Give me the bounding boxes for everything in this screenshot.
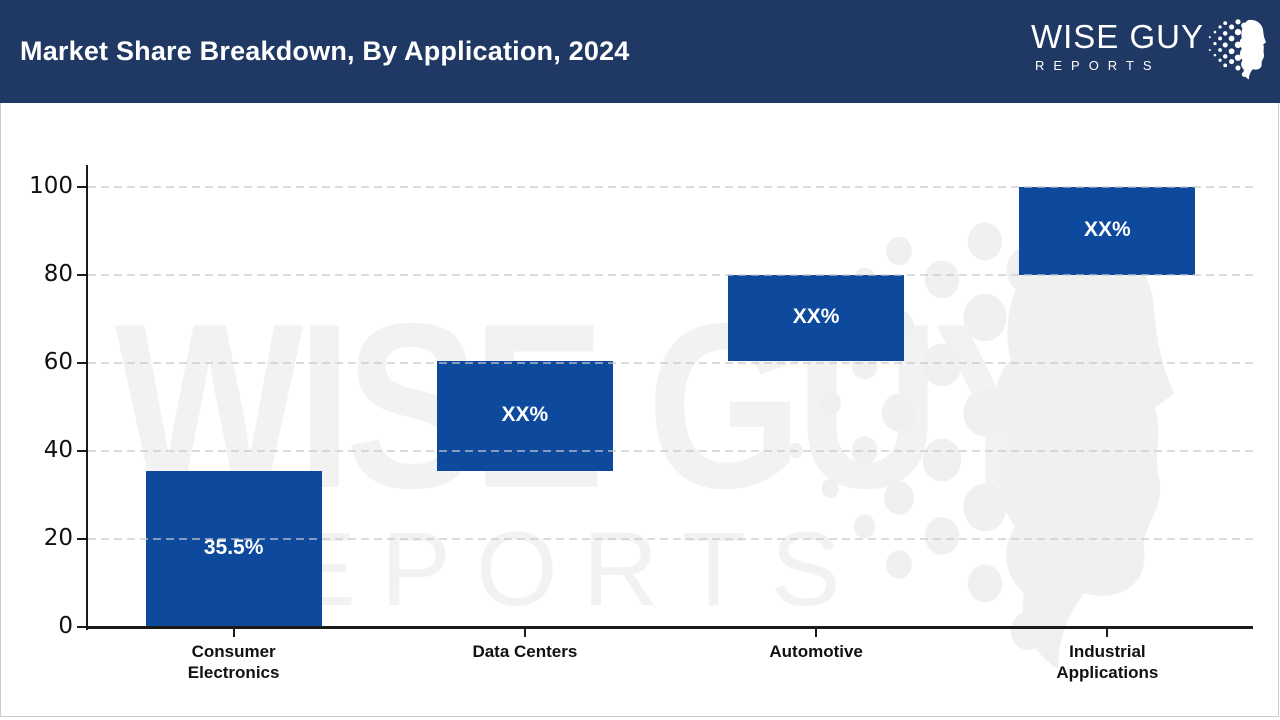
x-category-label: Data Centers <box>472 642 578 661</box>
y-tick-label: 60 <box>43 349 73 375</box>
gridline-y100 <box>88 186 1253 188</box>
x-category-label: Automotive <box>769 642 863 661</box>
brand-logo: WISE GUY REPORTS <box>1012 0 1272 103</box>
bar-automotive <box>728 275 905 361</box>
x-tick <box>523 629 526 637</box>
x-tick <box>815 629 818 637</box>
bar-data-centers <box>436 360 613 471</box>
brand-name: WISE GUY <box>1030 18 1204 55</box>
grid-layer <box>0 103 1280 720</box>
y-tick-label: 80 <box>43 261 73 287</box>
y-tick-label: 40 <box>43 437 73 463</box>
brand-wordmark: WISE GUY REPORTS <box>1031 18 1204 73</box>
y-tick <box>77 186 86 188</box>
axes-layer <box>0 103 1280 720</box>
y-tick-label: 20 <box>43 525 73 551</box>
bars-layer <box>0 103 1280 720</box>
x-tick <box>232 629 235 637</box>
y-tick-label: 0 <box>58 613 73 639</box>
gridline-y80 <box>88 274 1253 276</box>
chart-area: WISE GUY REPORTS 0 20 40 60 80 100 35.5% Consum… <box>0 103 1280 720</box>
x-category-label: Consumer Electronics <box>187 642 280 682</box>
brand-subname: REPORTS <box>1034 58 1161 73</box>
bar-value-label: XX% <box>501 402 549 426</box>
x-axis <box>86 626 1253 629</box>
page-title: Market Share Breakdown, By Application, … <box>20 36 630 66</box>
y-tick <box>77 274 86 276</box>
y-tick <box>77 450 86 452</box>
y-tick <box>77 362 86 364</box>
bar-value-label: 35.5% <box>203 535 264 559</box>
x-category-label: Industrial Applications <box>1056 642 1159 682</box>
x-tick <box>1106 629 1109 637</box>
header-bar: Market Share Breakdown, By Application, … <box>0 0 1280 103</box>
y-axis <box>86 165 88 630</box>
gridline-y20 <box>88 538 1253 540</box>
labels-layer: 0 20 40 60 80 100 35.5% Consumer Electronics XX% D… <box>0 103 1280 720</box>
bar-consumer-electronics <box>145 470 322 627</box>
y-tick <box>77 538 86 540</box>
gridline-y60 <box>88 362 1253 364</box>
gridline-y40 <box>88 450 1253 452</box>
y-tick <box>77 626 86 628</box>
wise-guy-face-icon <box>1208 19 1267 80</box>
y-tick-label: 100 <box>29 173 73 199</box>
bar-value-label: XX% <box>1084 218 1131 241</box>
bar-value-label: XX% <box>792 304 840 328</box>
bar-industrial-applications <box>1019 187 1196 275</box>
